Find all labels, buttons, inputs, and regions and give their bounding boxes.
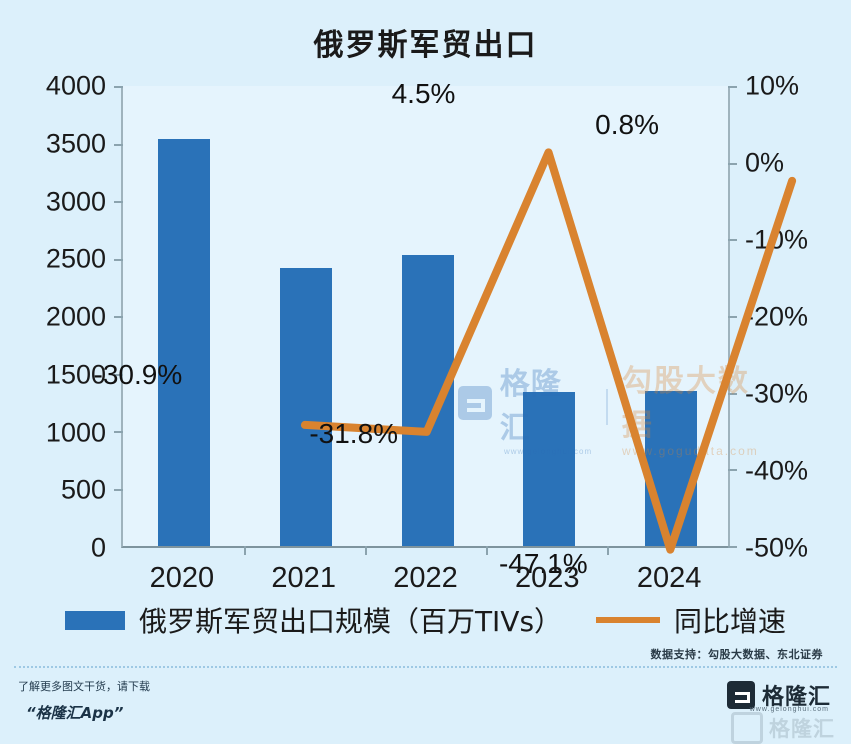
right-axis-tick: [728, 546, 737, 548]
point-label-2022: 4.5%: [391, 78, 456, 110]
left-axis-tick: [114, 316, 123, 318]
source-note: 数据支持：勾股大数据、东北证券: [650, 648, 823, 661]
x-axis-label-2023: 2023: [515, 562, 580, 594]
left-axis-tick: [114, 258, 123, 261]
footer-logo-ghost: 格隆汇: [731, 712, 835, 744]
left-axis-tick-label: 3000: [45, 186, 106, 216]
footer-divider: [14, 666, 837, 668]
right-axis-tick: [728, 316, 737, 318]
left-axis-tick-label: 2500: [45, 243, 106, 274]
bar-2024: [645, 391, 698, 546]
left-axis-tick-label: 2000: [45, 301, 106, 332]
point-label-2023: -47.1%: [498, 547, 588, 579]
right-axis-tick-label: -50%: [745, 532, 809, 563]
x-axis-labels: 2020 2021 2022 2023 2024: [121, 562, 730, 602]
left-axis-tick-label: 3500: [45, 128, 106, 159]
right-axis-tick: [728, 162, 737, 165]
x-axis-tick: [244, 546, 246, 555]
left-axis-tick-label: 1000: [45, 417, 106, 447]
bar-2021: [279, 267, 332, 546]
footer-logo-name: 格隆汇: [761, 685, 831, 710]
chart-legend: 俄罗斯军贸出口规模（百万TIVs） 同比增速: [0, 600, 851, 640]
left-axis-tick: [114, 373, 123, 376]
plot-area: 格隆汇 www.gelonghui.com 勾股大数据 www.gogudata…: [94, 78, 797, 579]
legend-line-swatch-icon: [596, 617, 661, 623]
left-axis-tick-label: 4000: [45, 70, 106, 101]
left-axis-tick-label: 500: [60, 474, 106, 505]
point-label-2020: -30.9%: [93, 358, 183, 390]
footer-logo-ghost-name: 格隆汇: [769, 717, 835, 741]
gelonghui-logo-icon: [726, 681, 755, 709]
right-axis-tick-label: -40%: [745, 455, 809, 486]
footer-logo-url: www.gelonghui.com: [749, 706, 829, 713]
left-axis-tick-label: 0: [90, 532, 106, 563]
footer-promo-text: 了解更多图文干货，请下载: [18, 680, 150, 693]
bar-2020: [157, 139, 210, 546]
x-axis-tick: [365, 546, 367, 555]
legend-item-line[interactable]: 同比增速: [596, 600, 786, 640]
right-axis-tick: [728, 392, 737, 395]
legend-item-bar[interactable]: 俄罗斯军贸出口规模（百万TIVs）: [64, 600, 563, 640]
footer-app-name: “格隆汇App”: [26, 704, 124, 722]
footer-logo: 格隆汇: [726, 679, 831, 711]
right-axis-tick-label: -30%: [745, 378, 809, 409]
left-axis-tick: [114, 488, 123, 491]
gelonghui-logo-icon: [731, 712, 763, 744]
left-axis-tick: [114, 143, 123, 146]
bar-2023: [523, 392, 576, 546]
bar-2022: [401, 254, 454, 546]
left-axis-tick-label: 1500: [45, 359, 106, 390]
x-axis-label-2021: 2021: [271, 562, 336, 594]
x-axis-tick: [607, 546, 609, 555]
legend-bar-swatch-icon: [64, 610, 125, 630]
right-axis-tick: [728, 239, 737, 242]
growth-line: [300, 148, 797, 554]
legend-item-label: 俄罗斯军贸出口规模（百万TIVs）: [138, 605, 563, 638]
left-axis-tick: [114, 201, 123, 203]
chart-figure: 4000 3500 3000 2500 2000 1500 1000 500 0…: [0, 62, 851, 595]
right-axis-tick-label: 0%: [745, 147, 785, 178]
right-axis-tick: [728, 86, 737, 88]
left-axis-tick: [114, 431, 123, 433]
x-axis-label-2022: 2022: [393, 562, 458, 594]
x-axis-tick: [486, 546, 488, 555]
right-axis-tick: [728, 469, 737, 472]
page-title: 俄罗斯军贸出口: [313, 28, 538, 63]
point-label-2024: 0.8%: [595, 108, 660, 140]
right-axis-tick-label: -20%: [745, 301, 809, 332]
right-axis-tick-label: 10%: [745, 70, 800, 101]
left-axis-tick: [114, 86, 123, 88]
point-label-2021: -31.8%: [309, 417, 399, 449]
left-axis-labels: 4000 3500 3000 2500 2000 1500 1000 500 0: [0, 71, 106, 563]
x-axis-label-2020: 2020: [149, 562, 215, 594]
line-series: [300, 148, 797, 554]
legend-item-label: 同比增速: [674, 605, 787, 638]
x-axis-label-2024: 2024: [636, 562, 702, 594]
